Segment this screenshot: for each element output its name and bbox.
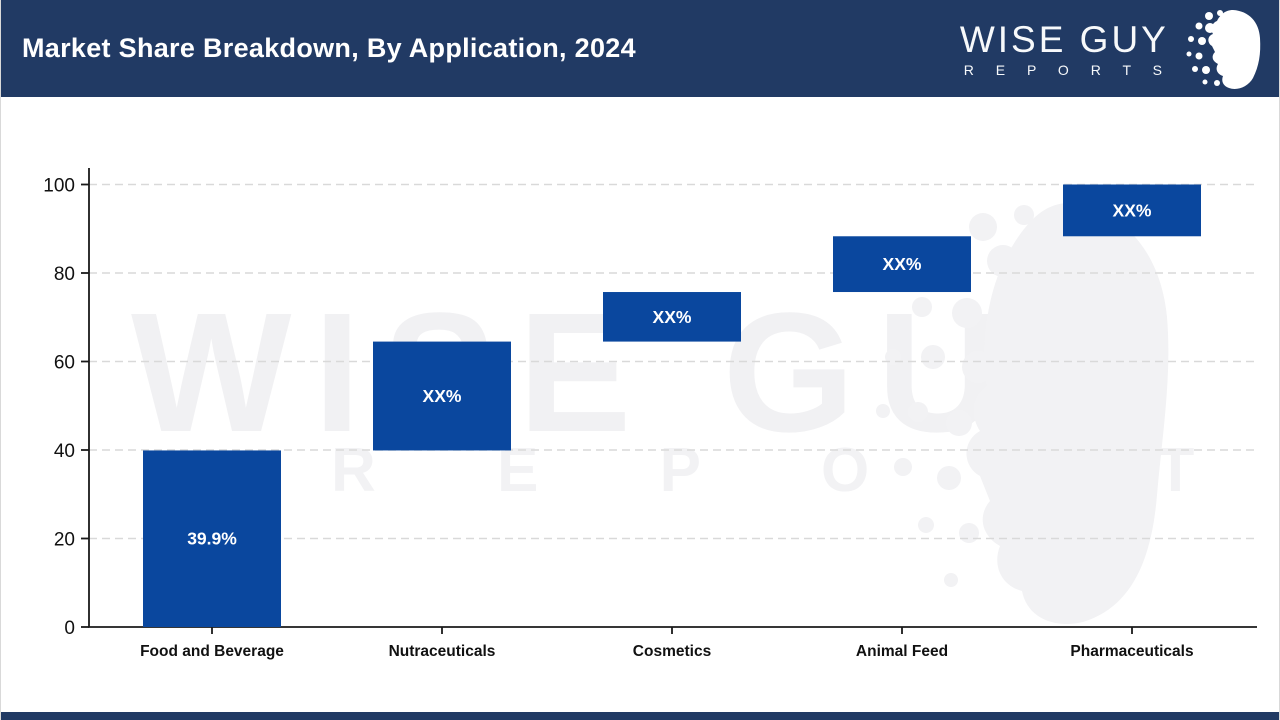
bar-label-3: XX% <box>883 254 922 274</box>
wise-guy-reports-logo: WISE GUY R E P O R T S <box>958 6 1263 92</box>
ytick-label-80: 80 <box>54 264 75 285</box>
bar-label-0: 39.9% <box>187 529 237 549</box>
bar-label-1: XX% <box>423 386 462 406</box>
footer-bar <box>1 712 1279 720</box>
xtick-label-0: Food and Beverage <box>140 643 284 660</box>
bar-nutraceuticals <box>373 341 511 451</box>
bar-animal-feed <box>833 236 971 293</box>
bar-food-and-beverage <box>143 450 281 627</box>
xtick-label-3: Animal Feed <box>856 643 948 660</box>
logo-text: WISE GUY R E P O R T S <box>958 18 1171 79</box>
ytick-label-20: 20 <box>54 530 75 551</box>
bar-cosmetics <box>603 292 741 342</box>
bar-label-2: XX% <box>653 307 692 327</box>
ytick-label-0: 0 <box>64 618 75 639</box>
xtick-label-2: Cosmetics <box>633 643 711 660</box>
xtick-label-1: Nutraceuticals <box>389 643 496 660</box>
logo-reports-label: R E P O R T S <box>963 61 1171 78</box>
logo-wiseguy-label: WISE GUY <box>959 18 1169 60</box>
bar-label-4: XX% <box>1113 200 1152 220</box>
xtick-label-4: Pharmaceuticals <box>1070 643 1193 660</box>
ytick-label-60: 60 <box>54 353 75 374</box>
ytick-label-40: 40 <box>54 441 75 462</box>
header-bar: Market Share Breakdown, By Application, … <box>1 0 1279 97</box>
logo-face-icon <box>1186 10 1261 89</box>
ytick-label-100: 100 <box>43 176 75 197</box>
page-title: Market Share Breakdown, By Application, … <box>22 33 636 63</box>
bar-pharmaceuticals <box>1063 184 1201 237</box>
